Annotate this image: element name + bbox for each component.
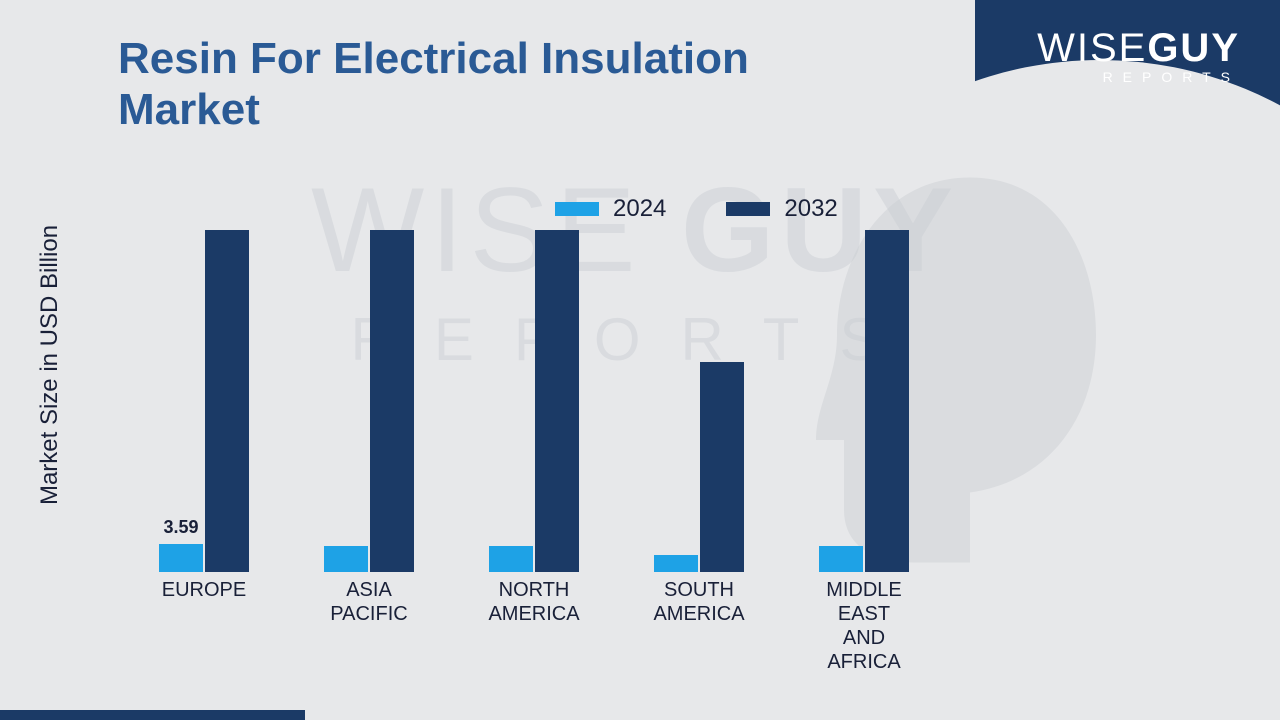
- bar-2032: [700, 362, 744, 572]
- brand-name-part2: GUY: [1147, 26, 1240, 70]
- bar-chart: 3.59: [124, 222, 944, 572]
- x-axis-category-label: ASIA PACIFIC: [289, 578, 449, 674]
- brand-name-part1: WISE: [1037, 26, 1147, 70]
- y-axis-label: Market Size in USD Billion: [36, 165, 64, 565]
- bar-group: [784, 222, 944, 572]
- bar-2032: [865, 230, 909, 572]
- bar-2032: [370, 230, 414, 572]
- x-axis-category-label: EUROPE: [124, 578, 284, 674]
- bar-2024: [324, 546, 368, 572]
- legend-item-2032: 2032: [726, 195, 837, 223]
- x-axis-category-label: NORTH AMERICA: [454, 578, 614, 674]
- bar-2024: [159, 544, 203, 572]
- legend-label-2032: 2032: [784, 195, 837, 223]
- bar-2024: [819, 546, 863, 572]
- bar-2032: [535, 230, 579, 572]
- bar-2024: [489, 546, 533, 572]
- footer-accent-bar: [0, 710, 305, 720]
- chart-legend: 2024 2032: [555, 195, 838, 223]
- brand-logo: WISEGUY REPORTS: [1037, 28, 1240, 84]
- x-axis-category-label: SOUTH AMERICA: [619, 578, 779, 674]
- bar-2024: [654, 555, 698, 572]
- legend-label-2024: 2024: [613, 195, 666, 223]
- brand-subtitle: REPORTS: [1037, 70, 1240, 84]
- page-root: WISEGUY REPORTS WISE GUY REPORTS Resin F…: [0, 0, 1280, 720]
- bar-group: 3.59: [124, 222, 284, 572]
- bar-group: [454, 222, 614, 572]
- y-axis-label-wrap: Market Size in USD Billion: [36, 165, 76, 565]
- bar-groups: 3.59: [124, 222, 944, 572]
- bar-group: [619, 222, 779, 572]
- legend-swatch-2024: [555, 202, 599, 216]
- x-axis-category-label: MIDDLE EAST AND AFRICA: [784, 578, 944, 674]
- bar-group: [289, 222, 449, 572]
- legend-swatch-2032: [726, 202, 770, 216]
- bar-2032: [205, 230, 249, 572]
- chart-title: Resin For Electrical Insulation Market: [118, 34, 768, 135]
- legend-item-2024: 2024: [555, 195, 666, 223]
- x-axis-labels: EUROPEASIA PACIFICNORTH AMERICASOUTH AME…: [124, 578, 944, 674]
- bar-value-label: 3.59: [163, 517, 198, 538]
- brand-name: WISEGUY: [1037, 28, 1240, 68]
